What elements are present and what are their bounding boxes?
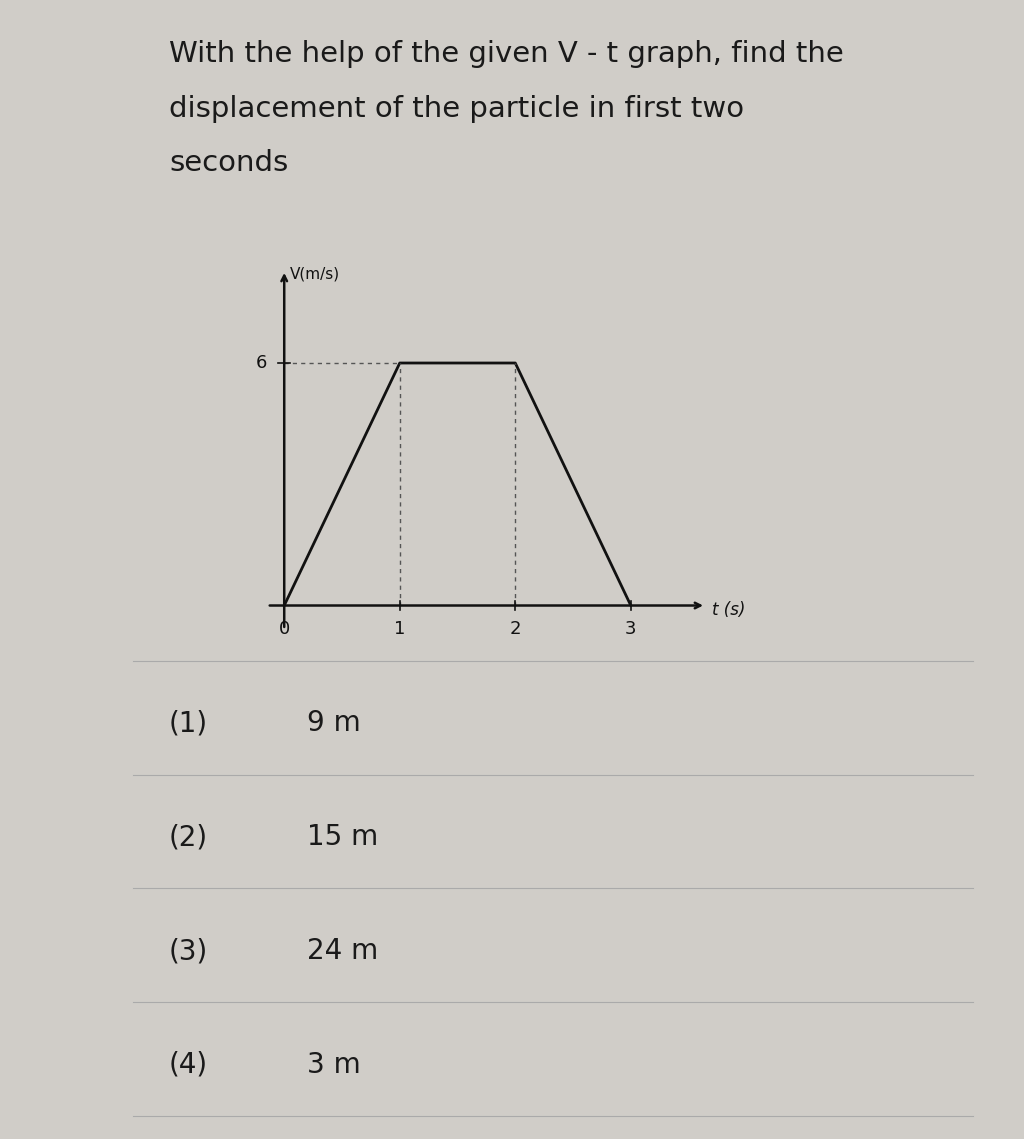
Text: (1): (1) bbox=[169, 710, 208, 737]
Text: displacement of the particle in first two: displacement of the particle in first tw… bbox=[169, 95, 744, 123]
Text: 3 m: 3 m bbox=[307, 1051, 360, 1079]
Text: (2): (2) bbox=[169, 823, 208, 851]
Text: 15 m: 15 m bbox=[307, 823, 379, 851]
Text: With the help of the given V - t graph, find the: With the help of the given V - t graph, … bbox=[169, 40, 844, 68]
Text: 1: 1 bbox=[394, 620, 406, 638]
Text: t (s): t (s) bbox=[712, 600, 745, 618]
Text: 2: 2 bbox=[510, 620, 521, 638]
Text: (4): (4) bbox=[169, 1051, 208, 1079]
Text: (3): (3) bbox=[169, 937, 208, 965]
Text: seconds: seconds bbox=[169, 149, 288, 178]
Text: 24 m: 24 m bbox=[307, 937, 379, 965]
Text: V(m/s): V(m/s) bbox=[290, 267, 340, 281]
Text: 6: 6 bbox=[256, 354, 267, 372]
Text: 3: 3 bbox=[625, 620, 637, 638]
Text: 0: 0 bbox=[279, 620, 290, 638]
Text: 9 m: 9 m bbox=[307, 710, 360, 737]
